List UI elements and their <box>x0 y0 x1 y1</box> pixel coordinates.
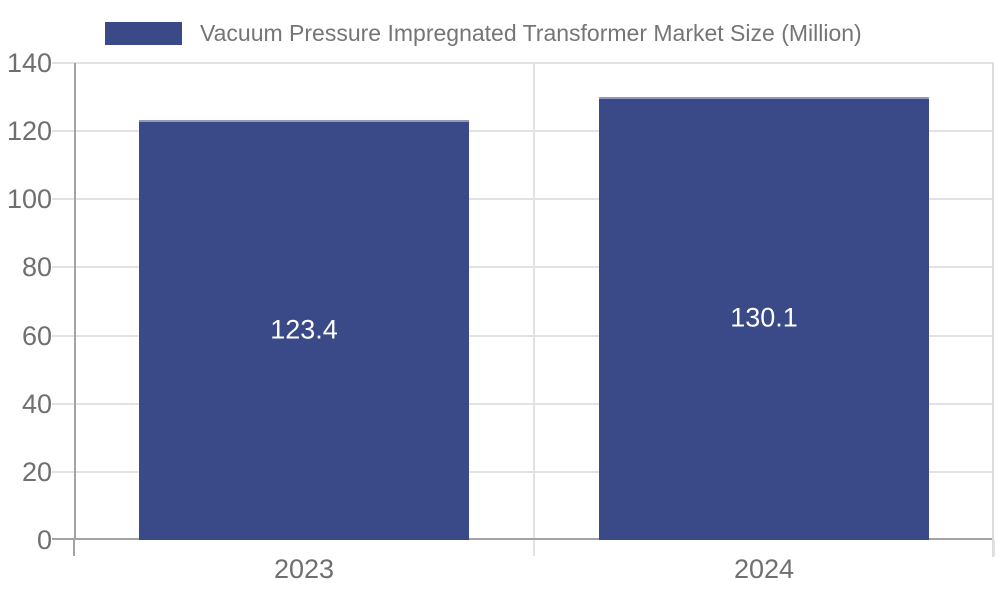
y-tick-label: 80 <box>21 252 52 283</box>
y-tick-label: 100 <box>6 184 52 215</box>
y-tick-label: 60 <box>21 320 52 351</box>
y-tick-label: 40 <box>21 388 52 419</box>
bar-value-label: 130.1 <box>730 302 798 333</box>
legend-item[interactable]: Vacuum Pressure Impregnated Transformer … <box>105 20 862 47</box>
x-tick-label: 2024 <box>733 554 795 584</box>
bar[interactable] <box>139 119 469 540</box>
y-tick-label: 20 <box>21 456 52 487</box>
bar-value-label: 123.4 <box>270 314 338 345</box>
y-gridline <box>52 198 994 201</box>
y-axis-line <box>74 63 76 540</box>
y-gridline <box>52 470 994 473</box>
plot-border-right <box>992 63 994 557</box>
y-gridline <box>52 402 994 405</box>
x-axis-line <box>52 538 994 540</box>
y-gridline <box>52 266 994 269</box>
x-tick-label: 2023 <box>273 554 335 584</box>
x-tick-mark <box>993 540 995 556</box>
bar[interactable] <box>599 96 929 540</box>
y-tick-label: 140 <box>6 48 52 78</box>
x-tick-mark <box>73 540 75 556</box>
x-tick-mark <box>533 540 535 556</box>
legend-swatch <box>105 22 182 45</box>
y-tick-label: 0 <box>36 525 52 555</box>
plot-area: 123.4 2023 130.1 2024 <box>52 62 995 584</box>
y-gridline <box>52 130 994 133</box>
legend-label: Vacuum Pressure Impregnated Transformer … <box>200 20 862 46</box>
x-gridline <box>533 63 535 540</box>
y-gridline <box>52 334 994 337</box>
y-gridline <box>52 62 994 64</box>
y-tick-label: 120 <box>6 116 52 147</box>
